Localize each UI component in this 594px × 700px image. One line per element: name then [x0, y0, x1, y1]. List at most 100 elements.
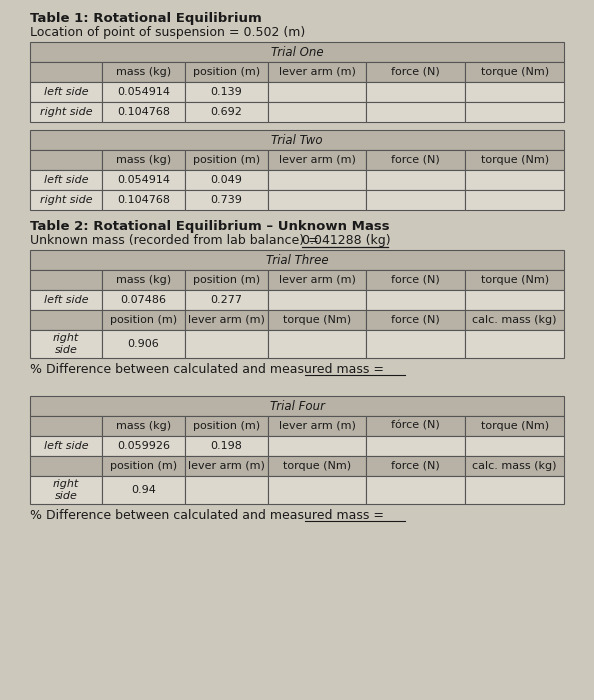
FancyBboxPatch shape — [30, 436, 102, 456]
Text: 0.07486: 0.07486 — [121, 295, 166, 305]
FancyBboxPatch shape — [268, 330, 366, 358]
FancyBboxPatch shape — [102, 436, 185, 456]
FancyBboxPatch shape — [465, 170, 564, 190]
Text: position (m): position (m) — [110, 315, 177, 325]
FancyBboxPatch shape — [102, 310, 185, 330]
Text: force (N): force (N) — [391, 315, 440, 325]
FancyBboxPatch shape — [465, 416, 564, 436]
FancyBboxPatch shape — [102, 416, 185, 436]
Text: position (m): position (m) — [192, 155, 260, 165]
Text: right side: right side — [40, 107, 92, 117]
FancyBboxPatch shape — [268, 290, 366, 310]
FancyBboxPatch shape — [268, 310, 366, 330]
Text: 0.277: 0.277 — [210, 295, 242, 305]
FancyBboxPatch shape — [185, 170, 268, 190]
Text: Table 1: Rotational Equilibrium: Table 1: Rotational Equilibrium — [30, 12, 262, 25]
Text: lever arm (m): lever arm (m) — [279, 421, 355, 431]
FancyBboxPatch shape — [268, 190, 366, 210]
FancyBboxPatch shape — [30, 42, 564, 62]
Text: left side: left side — [44, 175, 89, 185]
FancyBboxPatch shape — [366, 456, 465, 476]
FancyBboxPatch shape — [102, 62, 185, 82]
FancyBboxPatch shape — [30, 310, 102, 330]
Text: right
side: right side — [53, 333, 79, 355]
FancyBboxPatch shape — [366, 102, 465, 122]
FancyBboxPatch shape — [465, 436, 564, 456]
FancyBboxPatch shape — [30, 250, 564, 270]
Text: mass (kg): mass (kg) — [116, 155, 171, 165]
Text: calc. mass (kg): calc. mass (kg) — [472, 461, 557, 471]
Text: 0.054914: 0.054914 — [117, 175, 170, 185]
Text: left side: left side — [44, 87, 89, 97]
FancyBboxPatch shape — [366, 330, 465, 358]
FancyBboxPatch shape — [465, 82, 564, 102]
FancyBboxPatch shape — [30, 62, 102, 82]
Text: force (N): force (N) — [391, 67, 440, 77]
FancyBboxPatch shape — [102, 82, 185, 102]
Text: Trial Three: Trial Three — [266, 253, 328, 267]
FancyBboxPatch shape — [465, 310, 564, 330]
FancyBboxPatch shape — [102, 190, 185, 210]
FancyBboxPatch shape — [102, 102, 185, 122]
FancyBboxPatch shape — [102, 270, 185, 290]
Text: calc. mass (kg): calc. mass (kg) — [472, 315, 557, 325]
Text: position (m): position (m) — [192, 275, 260, 285]
FancyBboxPatch shape — [30, 330, 102, 358]
Text: position (m): position (m) — [192, 67, 260, 77]
FancyBboxPatch shape — [366, 310, 465, 330]
FancyBboxPatch shape — [465, 62, 564, 82]
Text: torque (Nm): torque (Nm) — [283, 461, 351, 471]
Text: mass (kg): mass (kg) — [116, 67, 171, 77]
FancyBboxPatch shape — [185, 290, 268, 310]
FancyBboxPatch shape — [366, 62, 465, 82]
FancyBboxPatch shape — [185, 270, 268, 290]
Text: 0.059926: 0.059926 — [117, 441, 170, 451]
Text: position (m): position (m) — [192, 421, 260, 431]
Text: lever arm (m): lever arm (m) — [279, 155, 355, 165]
Text: Trial Four: Trial Four — [270, 400, 324, 412]
Text: Trial One: Trial One — [271, 46, 323, 59]
FancyBboxPatch shape — [185, 82, 268, 102]
FancyBboxPatch shape — [185, 330, 268, 358]
Text: lever arm (m): lever arm (m) — [279, 275, 355, 285]
FancyBboxPatch shape — [185, 456, 268, 476]
FancyBboxPatch shape — [366, 170, 465, 190]
Text: 0.139: 0.139 — [210, 87, 242, 97]
Text: left side: left side — [44, 295, 89, 305]
Text: force (N): force (N) — [391, 275, 440, 285]
FancyBboxPatch shape — [30, 476, 102, 504]
FancyBboxPatch shape — [185, 62, 268, 82]
Text: Trial Two: Trial Two — [271, 134, 323, 146]
FancyBboxPatch shape — [30, 190, 102, 210]
FancyBboxPatch shape — [465, 290, 564, 310]
FancyBboxPatch shape — [268, 476, 366, 504]
FancyBboxPatch shape — [30, 290, 102, 310]
Text: lever arm (m): lever arm (m) — [279, 67, 355, 77]
Text: 0.94: 0.94 — [131, 485, 156, 495]
Text: torque (Nm): torque (Nm) — [481, 67, 549, 77]
FancyBboxPatch shape — [465, 270, 564, 290]
FancyBboxPatch shape — [185, 190, 268, 210]
Text: lever arm (m): lever arm (m) — [188, 461, 265, 471]
FancyBboxPatch shape — [465, 150, 564, 170]
FancyBboxPatch shape — [366, 82, 465, 102]
FancyBboxPatch shape — [465, 190, 564, 210]
Text: 0.906: 0.906 — [128, 339, 159, 349]
Text: fórce (N): fórce (N) — [391, 421, 440, 431]
FancyBboxPatch shape — [30, 130, 564, 150]
FancyBboxPatch shape — [268, 436, 366, 456]
Text: right side: right side — [40, 195, 92, 205]
Text: lever arm (m): lever arm (m) — [188, 315, 265, 325]
FancyBboxPatch shape — [185, 150, 268, 170]
FancyBboxPatch shape — [185, 102, 268, 122]
FancyBboxPatch shape — [185, 436, 268, 456]
Text: torque (Nm): torque (Nm) — [481, 275, 549, 285]
FancyBboxPatch shape — [366, 190, 465, 210]
Text: mass (kg): mass (kg) — [116, 421, 171, 431]
FancyBboxPatch shape — [30, 170, 102, 190]
FancyBboxPatch shape — [268, 456, 366, 476]
FancyBboxPatch shape — [185, 310, 268, 330]
FancyBboxPatch shape — [102, 476, 185, 504]
FancyBboxPatch shape — [268, 82, 366, 102]
Text: 0.041288 (kg): 0.041288 (kg) — [302, 234, 391, 247]
